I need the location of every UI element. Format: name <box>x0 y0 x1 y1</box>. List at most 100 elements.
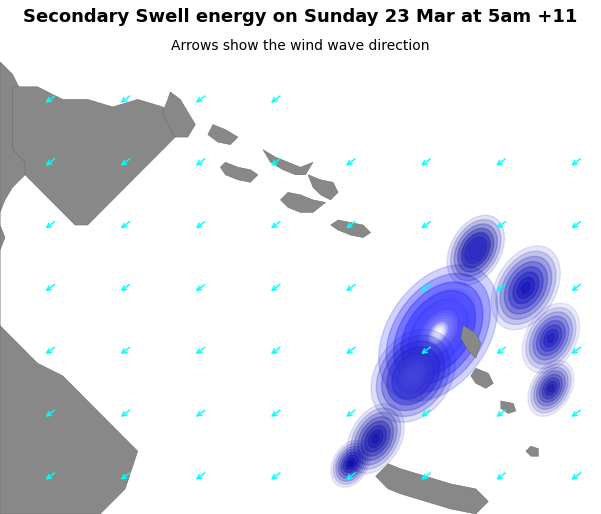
Ellipse shape <box>403 364 424 388</box>
Ellipse shape <box>537 371 566 406</box>
Ellipse shape <box>534 368 568 409</box>
Ellipse shape <box>348 461 353 467</box>
Ellipse shape <box>371 329 456 423</box>
Ellipse shape <box>392 353 435 399</box>
Ellipse shape <box>472 246 480 255</box>
Text: Secondary Swell energy on Sunday 23 Mar at 5am +11: Secondary Swell energy on Sunday 23 Mar … <box>23 8 578 26</box>
Ellipse shape <box>354 412 397 465</box>
Ellipse shape <box>474 248 478 252</box>
Ellipse shape <box>419 311 457 355</box>
Ellipse shape <box>379 265 498 401</box>
Ellipse shape <box>419 311 457 355</box>
Ellipse shape <box>517 278 534 298</box>
Ellipse shape <box>458 228 494 272</box>
Text: Arrows show the wind wave direction: Arrows show the wind wave direction <box>171 39 430 53</box>
Ellipse shape <box>522 283 530 293</box>
Polygon shape <box>208 124 238 144</box>
Ellipse shape <box>500 256 552 319</box>
Ellipse shape <box>350 408 401 469</box>
Ellipse shape <box>395 355 431 396</box>
Polygon shape <box>461 325 481 358</box>
Ellipse shape <box>548 334 555 342</box>
Ellipse shape <box>435 329 442 337</box>
Ellipse shape <box>401 290 475 376</box>
Ellipse shape <box>361 421 390 456</box>
Ellipse shape <box>429 322 448 344</box>
Ellipse shape <box>513 272 538 304</box>
Ellipse shape <box>463 234 489 266</box>
Ellipse shape <box>415 305 462 361</box>
Ellipse shape <box>433 327 443 339</box>
Ellipse shape <box>424 316 453 350</box>
Polygon shape <box>308 175 338 200</box>
Ellipse shape <box>404 365 422 386</box>
Polygon shape <box>221 162 258 182</box>
Ellipse shape <box>409 299 468 367</box>
Ellipse shape <box>394 282 483 384</box>
Polygon shape <box>263 150 313 175</box>
Ellipse shape <box>341 452 361 475</box>
Ellipse shape <box>472 246 480 254</box>
Polygon shape <box>501 401 516 413</box>
Ellipse shape <box>548 385 554 392</box>
Ellipse shape <box>508 267 543 309</box>
Ellipse shape <box>496 251 556 324</box>
Ellipse shape <box>492 246 560 330</box>
Ellipse shape <box>540 325 562 351</box>
Polygon shape <box>0 62 63 514</box>
Ellipse shape <box>389 348 437 403</box>
Ellipse shape <box>454 224 497 277</box>
Ellipse shape <box>426 319 450 347</box>
Polygon shape <box>281 192 326 212</box>
Ellipse shape <box>470 243 481 257</box>
Ellipse shape <box>436 331 441 336</box>
Polygon shape <box>471 368 493 389</box>
Ellipse shape <box>387 347 439 405</box>
Ellipse shape <box>531 364 571 413</box>
Ellipse shape <box>365 426 386 452</box>
Polygon shape <box>331 220 371 237</box>
Ellipse shape <box>504 262 548 314</box>
Ellipse shape <box>528 360 574 416</box>
Ellipse shape <box>437 332 439 335</box>
Ellipse shape <box>465 237 487 263</box>
Ellipse shape <box>401 362 425 390</box>
Ellipse shape <box>331 440 370 487</box>
Ellipse shape <box>376 335 450 416</box>
Ellipse shape <box>545 381 557 395</box>
Ellipse shape <box>410 300 466 366</box>
Ellipse shape <box>429 322 448 344</box>
Ellipse shape <box>424 316 453 350</box>
Ellipse shape <box>386 273 490 393</box>
Ellipse shape <box>358 417 394 461</box>
Ellipse shape <box>336 446 365 481</box>
Ellipse shape <box>432 326 444 340</box>
Ellipse shape <box>368 430 383 447</box>
Ellipse shape <box>398 359 428 393</box>
Ellipse shape <box>431 324 446 342</box>
Polygon shape <box>376 464 488 514</box>
Ellipse shape <box>400 288 476 378</box>
Ellipse shape <box>433 327 443 339</box>
Ellipse shape <box>540 374 563 402</box>
Ellipse shape <box>451 219 501 281</box>
Ellipse shape <box>423 316 453 350</box>
Ellipse shape <box>338 449 363 479</box>
Ellipse shape <box>347 403 404 473</box>
Ellipse shape <box>462 233 490 268</box>
Ellipse shape <box>533 316 569 360</box>
Ellipse shape <box>416 307 460 359</box>
Ellipse shape <box>431 325 445 341</box>
Ellipse shape <box>407 369 419 382</box>
Ellipse shape <box>529 312 572 364</box>
Ellipse shape <box>468 241 483 260</box>
Polygon shape <box>13 87 188 225</box>
Ellipse shape <box>542 378 560 399</box>
Ellipse shape <box>410 372 416 379</box>
Ellipse shape <box>392 352 434 400</box>
Ellipse shape <box>405 294 471 372</box>
Ellipse shape <box>522 303 579 373</box>
Ellipse shape <box>422 314 455 353</box>
Ellipse shape <box>343 455 358 472</box>
Ellipse shape <box>431 325 445 341</box>
